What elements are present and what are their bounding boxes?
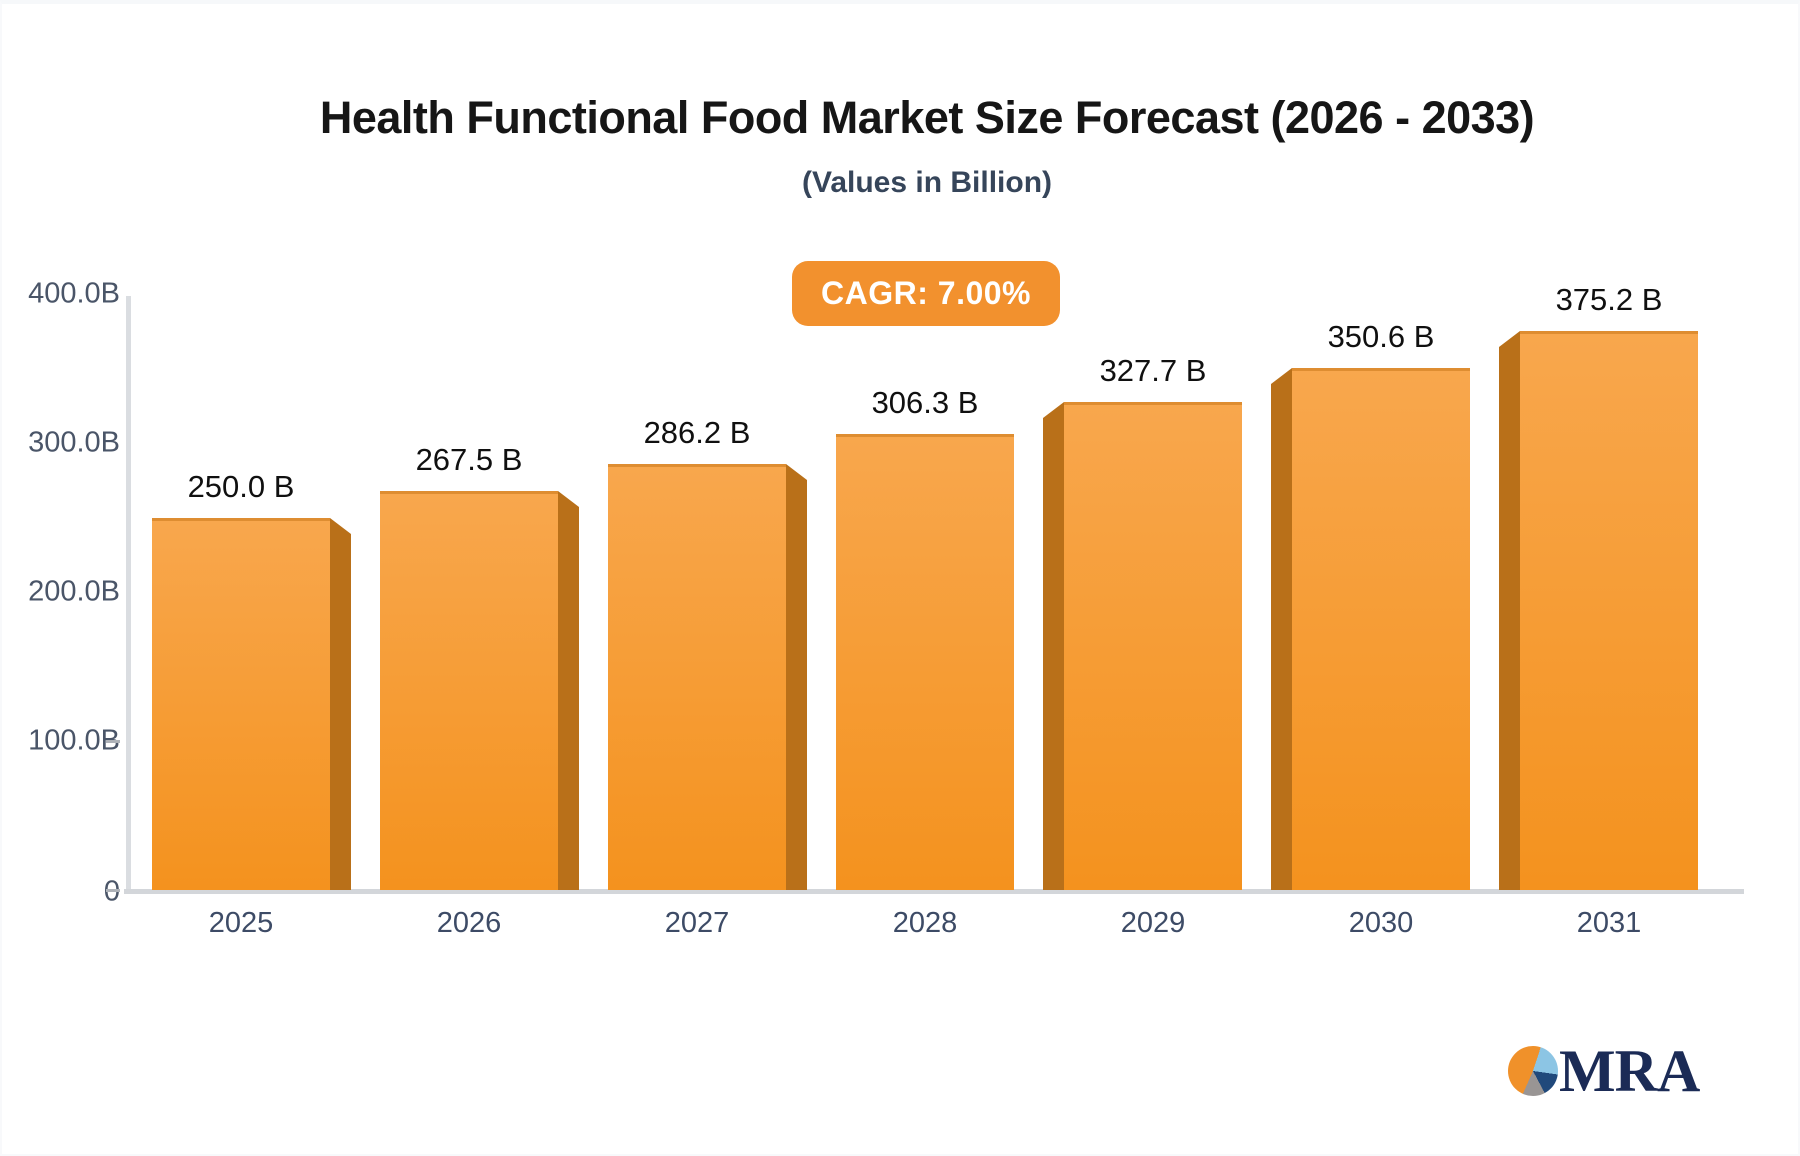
y-axis-tick-label: 100.0B bbox=[28, 724, 120, 757]
chart-subtitle: (Values in Billion) bbox=[801, 166, 1053, 199]
bar-value-label: 250.0 B bbox=[187, 469, 295, 504]
y-axis-tick-label: 400.0B bbox=[28, 277, 120, 310]
bar-2025 bbox=[152, 518, 330, 890]
bar-value-label: 350.6 B bbox=[1327, 319, 1435, 354]
x-axis-label-2030: 2030 bbox=[1348, 907, 1414, 939]
bar-value-label: 286.2 B bbox=[643, 415, 751, 450]
bar-value-label: 327.7 B bbox=[1099, 353, 1207, 388]
bar-2025-side bbox=[330, 518, 351, 890]
x-axis-label-2029: 2029 bbox=[1120, 907, 1186, 939]
bar-2030 bbox=[1292, 368, 1470, 890]
bar-value-label: 267.5 B bbox=[415, 442, 523, 477]
bar-2030-side bbox=[1271, 368, 1292, 890]
bar-2027-side bbox=[786, 464, 807, 890]
bar-2031 bbox=[1520, 331, 1698, 890]
cagr-badge: CAGR: 7.00% bbox=[792, 261, 1060, 326]
bar-2029-side bbox=[1043, 402, 1064, 890]
x-axis-line bbox=[124, 889, 1744, 894]
y-axis-tick-label: 200.0B bbox=[28, 575, 120, 608]
x-axis-label-2031: 2031 bbox=[1576, 907, 1642, 939]
x-axis-label-2026: 2026 bbox=[436, 907, 502, 939]
y-axis-tick-mark bbox=[106, 889, 120, 892]
bar-value-label: 375.2 B bbox=[1555, 282, 1663, 317]
bar-2026-side bbox=[558, 491, 579, 890]
x-axis-label-2025: 2025 bbox=[208, 907, 274, 939]
x-axis-label-2027: 2027 bbox=[664, 907, 730, 939]
bar-value-label: 306.3 B bbox=[871, 385, 979, 420]
chart-title: Health Functional Food Market Size Forec… bbox=[319, 92, 1535, 143]
mra-logo: MRA bbox=[1508, 1038, 1700, 1104]
pie-chart-logo-icon bbox=[1508, 1046, 1558, 1096]
bar-2027 bbox=[608, 464, 786, 890]
cagr-badge-label: CAGR: 7.00% bbox=[821, 275, 1031, 311]
bar-2026 bbox=[380, 491, 558, 890]
y-axis-tick-label: 300.0B bbox=[28, 426, 120, 459]
mra-logo-text: MRA bbox=[1559, 1038, 1700, 1104]
bar-2028 bbox=[836, 434, 1014, 890]
bar-2031-side bbox=[1499, 331, 1520, 890]
y-axis-tick-label: 0 bbox=[2, 876, 120, 909]
y-axis-tick-mark bbox=[106, 740, 120, 743]
bar-2029 bbox=[1064, 402, 1242, 890]
y-axis-line bbox=[126, 296, 131, 892]
chart-header: Health Functional Food Market Size Forec… bbox=[27, 92, 1798, 200]
x-axis-label-2028: 2028 bbox=[892, 907, 958, 939]
